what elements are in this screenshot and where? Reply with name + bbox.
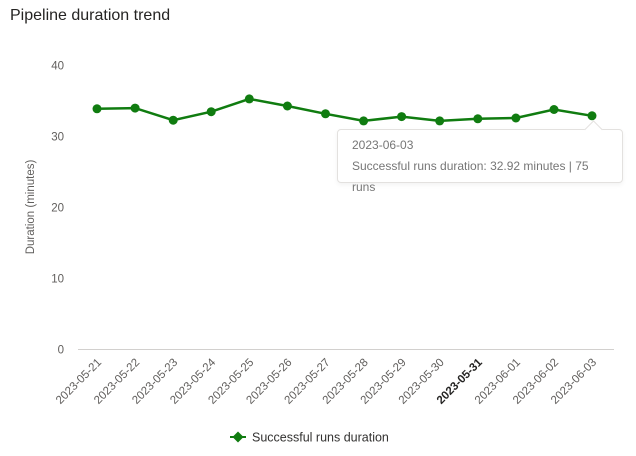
- data-point-2023-05-24[interactable]: [206, 107, 216, 117]
- y-axis-title: Duration (minutes): [25, 160, 37, 255]
- legend-item[interactable]: Successful runs duration: [230, 431, 389, 445]
- y-axis-tick-label: 40: [51, 61, 64, 73]
- successful-runs-duration-line: [96, 97, 593, 123]
- data-point-2023-05-21[interactable]: [92, 104, 102, 114]
- data-point-2023-05-25[interactable]: [244, 94, 254, 104]
- data-point-2023-05-27[interactable]: [321, 109, 330, 119]
- tooltip-date: 2023-06-03: [352, 138, 414, 152]
- y-axis-tick-label: 0: [58, 345, 64, 357]
- y-axis-tick-labels: 0 10 20 30 40: [51, 61, 64, 357]
- tooltip-detail: Successful runs duration: 32.92 minutes …: [352, 159, 589, 194]
- data-point-2023-05-30[interactable]: [435, 116, 445, 126]
- data-point-2023-05-29[interactable]: [397, 112, 407, 122]
- legend-label: Successful runs duration: [252, 431, 389, 445]
- data-point-2023-06-01[interactable]: [511, 113, 521, 123]
- data-point-2023-06-02[interactable]: [549, 105, 559, 114]
- data-point-2023-05-28[interactable]: [359, 116, 369, 126]
- page-title: Pipeline duration trend: [10, 7, 171, 24]
- data-point-tooltip: 2023-06-03 Successful runs duration: 32.…: [337, 129, 623, 194]
- data-points: [92, 94, 597, 126]
- legend-series-marker-icon: [230, 431, 246, 443]
- data-point-2023-05-31[interactable]: [473, 114, 483, 124]
- y-axis-tick-label: 30: [51, 132, 64, 144]
- data-point-2023-06-03[interactable]: [587, 111, 597, 121]
- data-point-2023-05-23[interactable]: [168, 115, 178, 125]
- data-point-2023-05-22[interactable]: [130, 103, 140, 113]
- x-axis-tick-labels: 2023-05-212023-05-222023-05-232023-05-24…: [54, 356, 599, 407]
- data-point-2023-05-26[interactable]: [282, 101, 292, 111]
- y-axis-tick-label: 20: [51, 203, 64, 215]
- y-axis-tick-label: 10: [51, 274, 64, 286]
